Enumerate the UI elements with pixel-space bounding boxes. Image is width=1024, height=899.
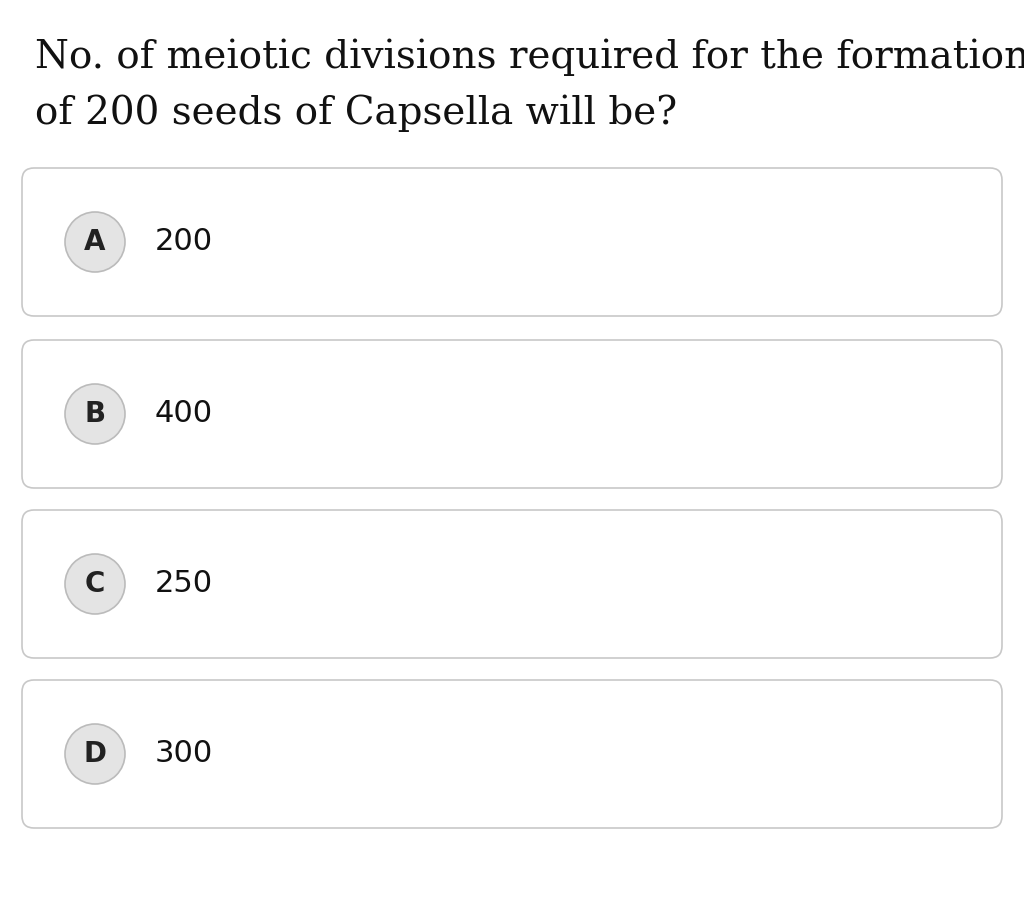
Text: 400: 400 xyxy=(155,399,213,429)
Text: 200: 200 xyxy=(155,227,213,256)
FancyBboxPatch shape xyxy=(22,680,1002,828)
Text: No. of meiotic divisions required for the formation: No. of meiotic divisions required for th… xyxy=(35,38,1024,76)
FancyBboxPatch shape xyxy=(22,510,1002,658)
Circle shape xyxy=(65,554,125,614)
Text: 250: 250 xyxy=(155,569,213,599)
FancyBboxPatch shape xyxy=(22,168,1002,316)
FancyBboxPatch shape xyxy=(22,340,1002,488)
Circle shape xyxy=(65,724,125,784)
Text: D: D xyxy=(84,740,106,768)
Text: of 200 seeds of Capsella will be?: of 200 seeds of Capsella will be? xyxy=(35,95,677,132)
Circle shape xyxy=(65,384,125,444)
Text: 300: 300 xyxy=(155,740,213,769)
Text: C: C xyxy=(85,570,105,598)
Circle shape xyxy=(65,212,125,272)
Text: A: A xyxy=(84,228,105,256)
Text: B: B xyxy=(84,400,105,428)
